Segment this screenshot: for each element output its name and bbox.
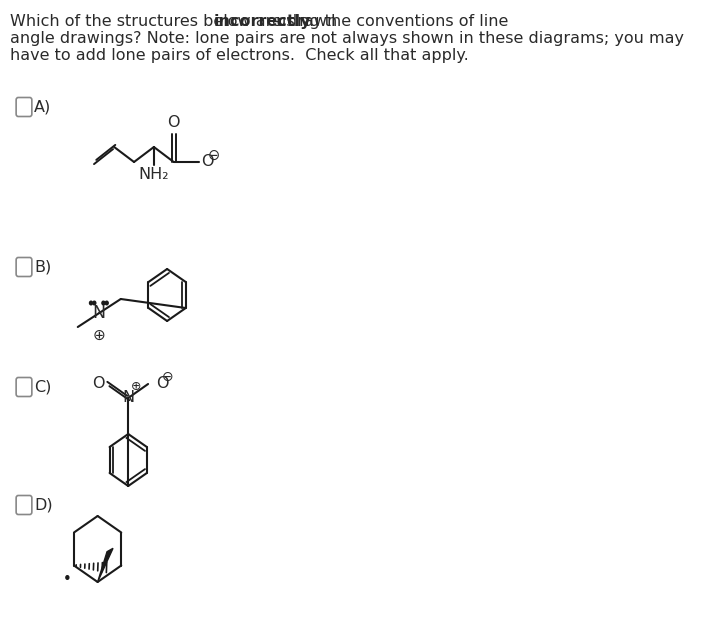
Circle shape xyxy=(89,301,92,305)
Text: C): C) xyxy=(34,379,51,394)
Text: D): D) xyxy=(34,497,53,512)
Text: ⊖: ⊖ xyxy=(208,147,220,162)
Text: angle drawings? Note: lone pairs are not always shown in these diagrams; you may: angle drawings? Note: lone pairs are not… xyxy=(10,31,684,46)
Circle shape xyxy=(93,301,96,305)
Text: incorrectly: incorrectly xyxy=(213,14,311,29)
FancyBboxPatch shape xyxy=(16,377,32,396)
Text: N: N xyxy=(122,391,134,406)
Text: using the conventions of line: using the conventions of line xyxy=(270,14,508,29)
Text: B): B) xyxy=(34,260,51,275)
FancyBboxPatch shape xyxy=(16,98,32,117)
Text: O: O xyxy=(92,376,105,391)
Text: have to add lone pairs of electrons.  Check all that apply.: have to add lone pairs of electrons. Che… xyxy=(10,48,469,63)
Text: N: N xyxy=(93,304,106,322)
Text: Which of the structures below are drawn: Which of the structures below are drawn xyxy=(10,14,342,29)
Text: A): A) xyxy=(34,100,51,115)
FancyBboxPatch shape xyxy=(16,258,32,277)
FancyBboxPatch shape xyxy=(16,495,32,515)
Text: O: O xyxy=(156,376,169,391)
Text: O: O xyxy=(167,115,180,130)
Text: ⊖: ⊖ xyxy=(162,370,173,384)
Polygon shape xyxy=(97,548,113,582)
Text: O: O xyxy=(201,154,213,169)
Text: ⊕: ⊕ xyxy=(131,379,141,393)
Circle shape xyxy=(105,301,108,305)
Circle shape xyxy=(66,576,68,579)
Text: ⊕: ⊕ xyxy=(93,327,106,342)
Circle shape xyxy=(102,301,105,305)
Text: NH₂: NH₂ xyxy=(138,167,169,182)
